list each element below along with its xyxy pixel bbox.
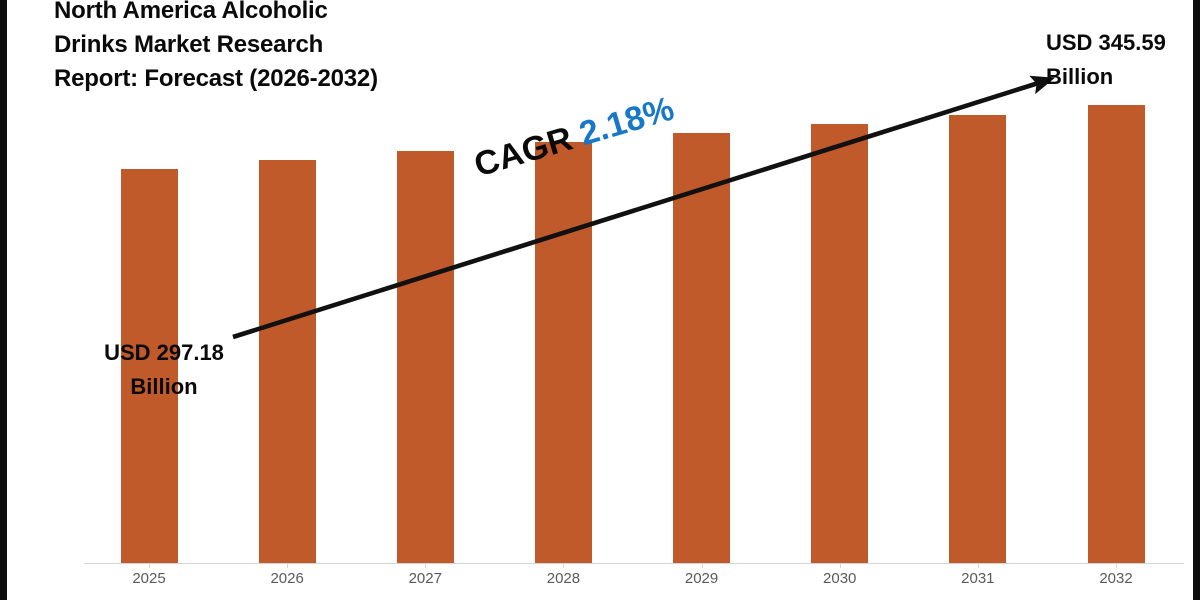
left-edge-rail: [0, 0, 7, 600]
x-tick-label-2026: 2026: [270, 570, 304, 587]
x-tick-2026: [287, 563, 289, 568]
x-tick-2029: [701, 563, 703, 568]
bar-2025: [120, 169, 178, 563]
x-tick-2025: [149, 563, 150, 568]
x-tick-label-2029: 2029: [684, 570, 719, 587]
right-edge-rail: [1193, 0, 1200, 600]
end-value-callout: USD 345.59 Billion: [1046, 30, 1166, 89]
bar-2029: [673, 132, 731, 563]
x-tick-label-2025: 2025: [132, 570, 166, 587]
x-tick-label-2031: 2031: [961, 570, 995, 587]
x-tick-2031: [977, 563, 979, 568]
bar-2028: [534, 142, 592, 563]
start-value-callout: USD 297.18 Billion: [104, 340, 224, 399]
x-tick-label-2028: 2028: [546, 570, 581, 587]
x-tick-label-2027: 2027: [408, 570, 442, 587]
bar-2031: [949, 115, 1007, 563]
x-tick-2030: [839, 563, 841, 568]
bar-2032: [1087, 105, 1145, 563]
x-tick-2028: [563, 563, 565, 568]
x-tick-2027: [425, 563, 427, 568]
bar-2030: [811, 124, 869, 563]
x-tick-label-2030: 2030: [823, 570, 857, 587]
x-tick-2032: [1116, 563, 1117, 568]
bar-2026: [258, 160, 316, 563]
x-tick-label-2032: 2032: [1099, 570, 1133, 587]
bar-2027: [396, 150, 454, 563]
page-title: North America Alcoholic Drinks Market Re…: [54, 0, 378, 92]
x-axis-line: [84, 563, 1184, 564]
